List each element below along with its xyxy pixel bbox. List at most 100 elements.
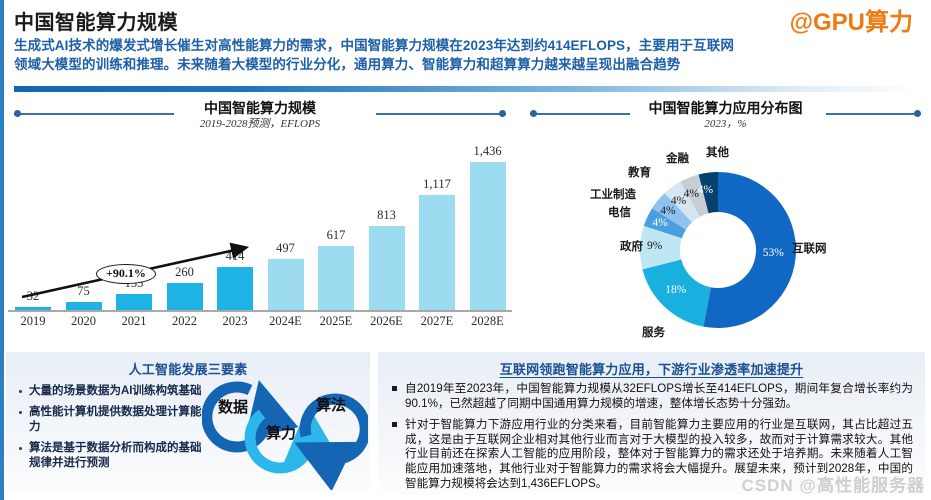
x-axis-label: 2021: [121, 314, 147, 328]
decoration-line: [530, 113, 630, 115]
list-item: 自2019年至2023年，中国智能算力规模从32EFLOPS增长至414EFLO…: [390, 382, 913, 411]
donut-chart-title: 中国智能算力应用分布图: [648, 100, 803, 116]
bar: [318, 246, 354, 310]
donut-category-label: 电信: [608, 207, 631, 219]
left-panel-bullets: 大量的场景数据为AI训练构筑基础高性能计算机提供数据处理计算能力 算法是基于数据分…: [16, 384, 212, 477]
donut-segment: [664, 181, 700, 223]
bar-chart-subtitle: 2019-2028预测，EFLOPS: [199, 118, 321, 130]
x-axis-label: 2023: [222, 314, 248, 328]
bar-section-header: 中国智能算力规模 2019-2028预测，EFLOPS: [0, 100, 520, 134]
donut-percent-label: 4%: [683, 188, 699, 201]
list-item: 针对于智能算力下游应用行业的分类来看，目前智能算力主要应用的行业是互联网，其占比…: [390, 418, 913, 491]
page-title: 中国智能算力规模: [14, 12, 178, 34]
decoration-line: [14, 113, 174, 115]
decoration-dot: [14, 110, 21, 117]
three-elements-diagram: 数据 算力 算法: [201, 374, 371, 492]
x-axis-label: 2020: [71, 314, 96, 328]
bar-column: 497: [261, 128, 311, 310]
donut-segment: [642, 259, 711, 327]
decoration-line: [826, 113, 921, 115]
internet-leads-panel: 互联网领跑智能算力应用，下游行业渗透率加速提升 自2019年至2023年，中国智…: [378, 352, 925, 494]
x-axis-label: 2022: [172, 314, 197, 328]
left-edge-accent: [0, 0, 4, 500]
bar-column: 813: [362, 128, 412, 310]
header-divider: [14, 86, 919, 92]
donut-category-label: 互联网: [792, 243, 827, 255]
donut-percent-label: 9%: [647, 240, 663, 253]
bar: [166, 283, 203, 310]
bar-chart-title: 中国智能算力规模: [204, 100, 316, 116]
donut-percent-label: 53%: [762, 247, 784, 260]
bar: [116, 294, 152, 310]
donut-segment: [640, 225, 682, 270]
donut-chart-subtitle: 2023，%: [704, 118, 747, 130]
ai-three-elements-panel: 人工智能发展三要素 大量的场景数据为AI训练构筑基础高性能计算机提供数据处理计算…: [6, 352, 371, 494]
bar: [217, 267, 253, 310]
header-description-line2: 领域大模型的训练和推理。未来随着大模型的行业分化，通用算力、智能算力和超算算力越…: [14, 57, 681, 72]
bar-value-label: 813: [377, 208, 396, 223]
header-description: 生成式AI技术的爆发式增长催生对高性能算力的需求，中国智能算力规模在2023年达…: [14, 36, 919, 74]
decoration-dot: [914, 110, 921, 117]
left-panel-title: 人工智能发展三要素: [128, 362, 248, 377]
donut-percent-label: 18%: [665, 284, 687, 297]
section-decoration-left: [530, 110, 630, 117]
donut-category-label: 金融: [666, 153, 689, 165]
donut-segment: [698, 172, 718, 214]
x-axis-label: 2025E: [319, 314, 353, 328]
bar-value-label: 497: [276, 240, 295, 255]
decoration-line: [376, 113, 506, 115]
bar-value-label: 1,436: [473, 143, 502, 158]
three-circles-svg: [201, 380, 371, 492]
x-axis-label: 2024E: [269, 314, 302, 328]
donut-category-label: 其他: [706, 147, 729, 159]
bar-chart-x-axis: 2019 2020 2021 2022 2023 2024E 2025E 2026E 2027E…: [8, 314, 513, 336]
section-decoration-left: [14, 110, 174, 117]
donut-segment: [680, 174, 709, 217]
x-axis-label: 2027E: [420, 314, 454, 328]
bar-column: 1,117: [412, 128, 462, 310]
right-panel-title: 互联网领跑智能算力应用，下游行业渗透率加速提升: [499, 362, 804, 377]
bar-value-label: 1,117: [423, 176, 451, 191]
donut-category-label: 教育: [628, 167, 651, 179]
x-axis-label: 2028E: [471, 314, 504, 328]
donut-segment: [703, 172, 796, 328]
donut-chart: 53% 18% 9% 4% 4% 4% 4% 4% 互联网 服务 政府 电信 工业制造 教育 金融 其他: [520, 128, 931, 340]
bar-value-label: 617: [326, 228, 346, 243]
brand-logo: @GPU算力: [789, 9, 913, 36]
bar: [419, 194, 455, 310]
bar: [15, 306, 51, 310]
circle-label-data: 数据: [217, 399, 248, 416]
bar-chart-baseline: [8, 310, 512, 312]
donut-percent-label: 4%: [697, 184, 714, 197]
cagr-annotation: +90.1%: [96, 264, 156, 284]
donut-chart-svg: [640, 172, 796, 328]
circle-label-power: 算力: [265, 425, 296, 442]
list-item: 高性能计算机提供数据处理计算能力: [16, 405, 212, 435]
bar-value-label: 75: [77, 284, 90, 299]
circle-label-algorithm: 算法: [315, 397, 346, 414]
header-description-line1: 生成式AI技术的爆发式增长催生对高性能算力的需求，中国智能算力规模在2023年达…: [14, 38, 734, 53]
bar-column: 75: [59, 128, 109, 310]
donut-category-label: 工业制造: [590, 189, 636, 201]
donut-percent-label: 4%: [660, 205, 676, 218]
bar: [368, 226, 405, 310]
bar-value-label: 260: [175, 265, 194, 280]
section-decoration-right: [826, 110, 921, 117]
donut-category-label: 服务: [642, 327, 665, 339]
bar: [65, 302, 102, 310]
donut-percent-label: 4%: [670, 195, 687, 208]
list-item: 大量的场景数据为AI训练构筑基础: [16, 384, 212, 399]
list-item: 算法是基于数据分析而构成的基础规律并进行预测: [16, 441, 212, 471]
bar-column: 617: [311, 128, 361, 310]
x-axis-label: 2019: [20, 314, 46, 328]
decoration-dot: [530, 110, 537, 117]
decoration-dot: [499, 110, 506, 117]
section-decoration-right: [376, 110, 506, 117]
bar: [469, 161, 506, 310]
right-panel-bullets: 自2019年至2023年，中国智能算力规模从32EFLOPS增长至414EFLO…: [390, 382, 913, 498]
donut-percent-label: 4%: [652, 217, 668, 230]
bar-column: 1,436: [463, 128, 513, 310]
